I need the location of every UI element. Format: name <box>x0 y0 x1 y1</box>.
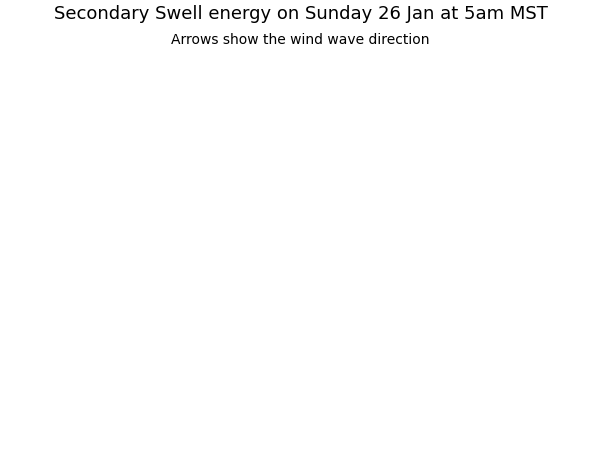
Text: Arrows show the wind wave direction: Arrows show the wind wave direction <box>171 33 430 47</box>
Text: Cartopy required for map rendering: Cartopy required for map rendering <box>176 250 425 264</box>
Text: Secondary Swell energy on Sunday 26 Jan at 5am MST: Secondary Swell energy on Sunday 26 Jan … <box>53 5 548 23</box>
